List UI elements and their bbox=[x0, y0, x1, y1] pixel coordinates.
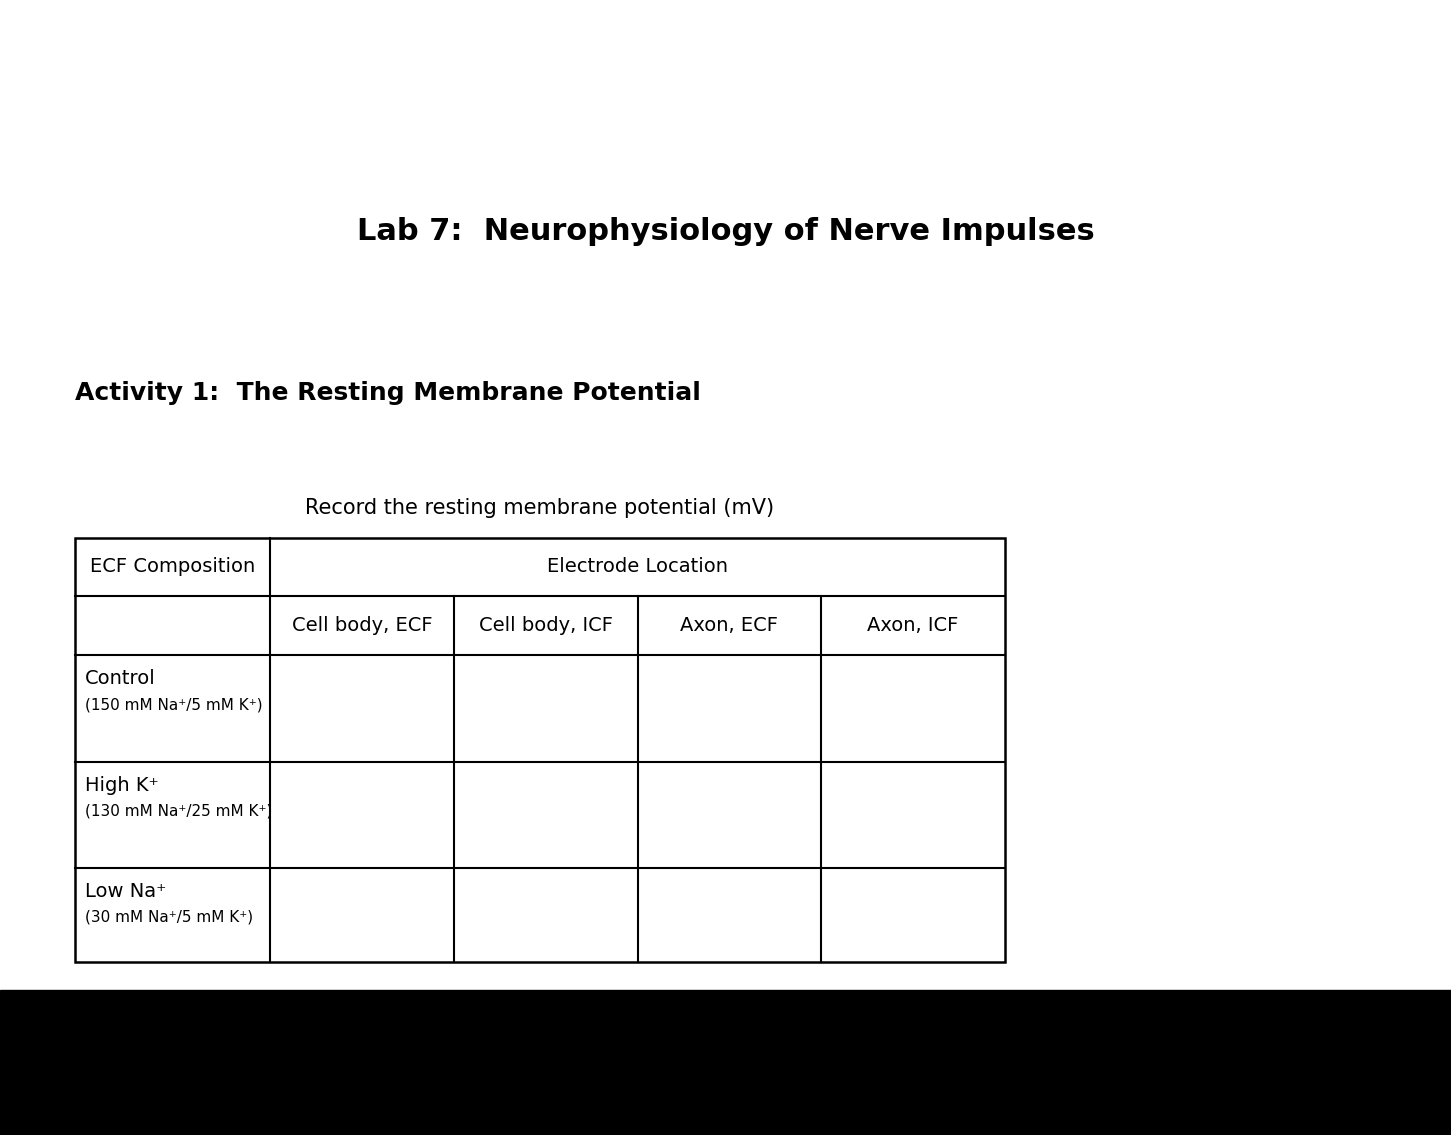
Bar bbox=[0, 990, 1451, 1135]
Text: (150 mM Na⁺/5 mM K⁺): (150 mM Na⁺/5 mM K⁺) bbox=[86, 697, 263, 712]
Text: (30 mM Na⁺/5 mM K⁺): (30 mM Na⁺/5 mM K⁺) bbox=[86, 910, 252, 925]
Text: Activity 1:  The Resting Membrane Potential: Activity 1: The Resting Membrane Potenti… bbox=[75, 381, 701, 405]
Text: Low Na⁺: Low Na⁺ bbox=[86, 882, 167, 901]
Text: Lab 7:  Neurophysiology of Nerve Impulses: Lab 7: Neurophysiology of Nerve Impulses bbox=[357, 218, 1094, 246]
Bar bbox=[75, 538, 1006, 962]
Text: Cell body, ECF: Cell body, ECF bbox=[292, 616, 432, 634]
Text: ECF Composition: ECF Composition bbox=[90, 557, 255, 577]
Text: High K⁺: High K⁺ bbox=[86, 776, 158, 794]
Text: Electrode Location: Electrode Location bbox=[547, 557, 728, 577]
Text: (130 mM Na⁺/25 mM K⁺): (130 mM Na⁺/25 mM K⁺) bbox=[86, 804, 273, 819]
Text: Axon, ICF: Axon, ICF bbox=[868, 616, 959, 634]
Text: Axon, ECF: Axon, ECF bbox=[681, 616, 778, 634]
Text: Record the resting membrane potential (mV): Record the resting membrane potential (m… bbox=[306, 498, 775, 518]
Text: Cell body, ICF: Cell body, ICF bbox=[479, 616, 612, 634]
Text: Control: Control bbox=[86, 669, 155, 688]
